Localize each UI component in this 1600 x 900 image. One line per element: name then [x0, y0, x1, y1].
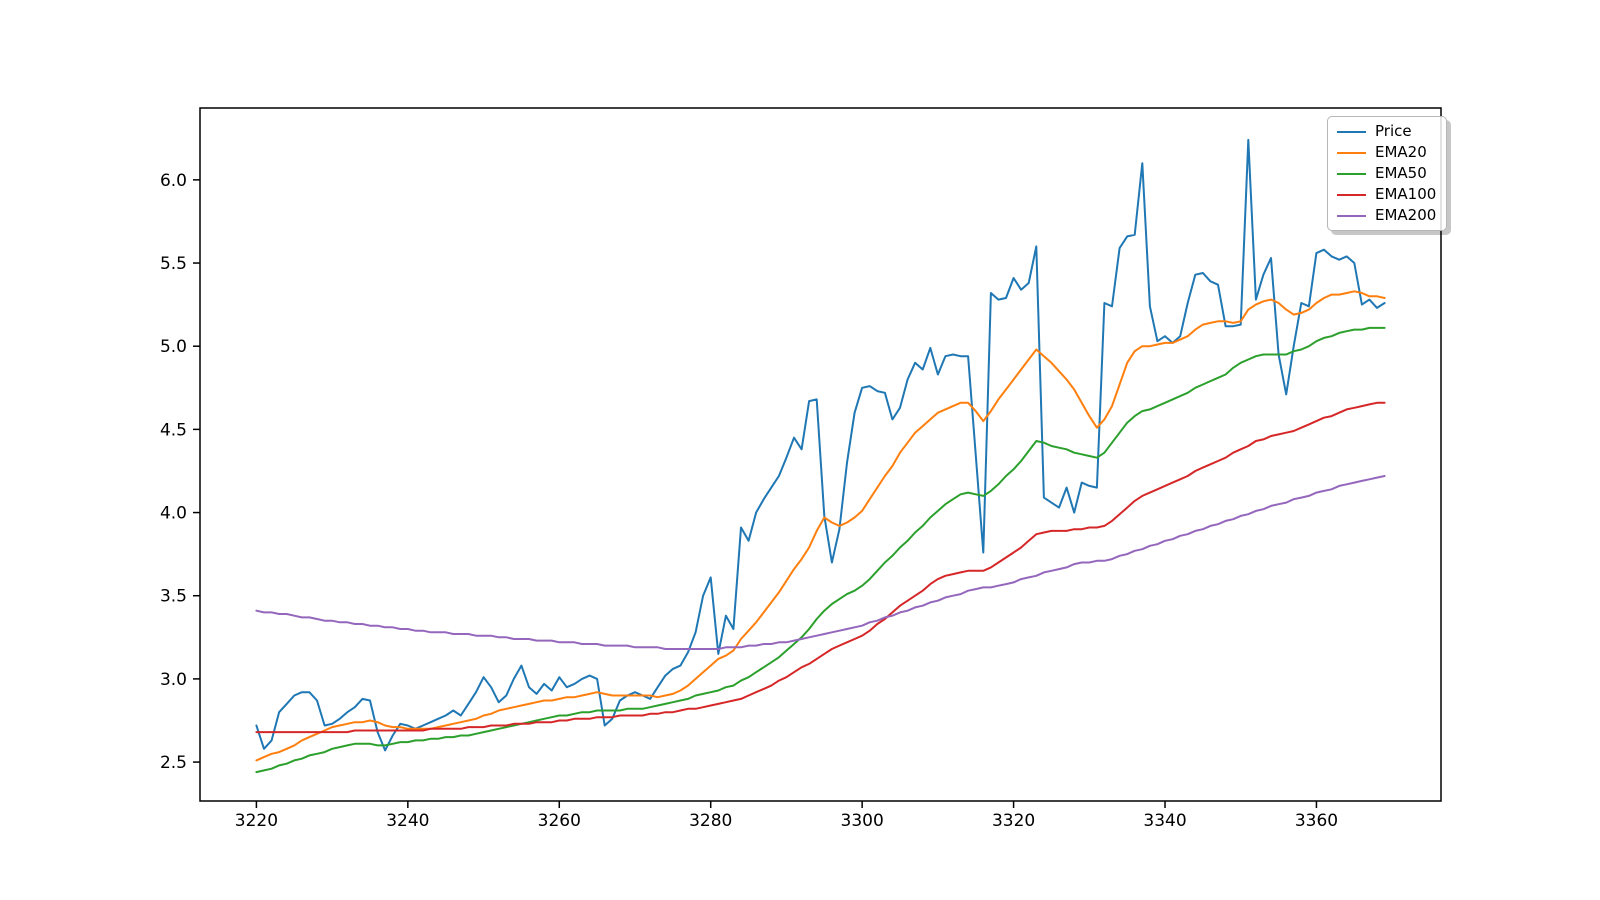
- legend-label-ema50: EMA50: [1375, 164, 1427, 182]
- ema100-line: [255, 401, 1386, 734]
- x-tick-label: 3320: [992, 811, 1035, 831]
- legend: Price EMA20 EMA50 EMA100 EMA200: [1327, 116, 1448, 231]
- legend-label-price: Price: [1375, 122, 1412, 140]
- x-tick-label: 3340: [1143, 811, 1186, 831]
- legend-line-price: [1337, 130, 1366, 133]
- legend-line-ema200: [1337, 214, 1366, 217]
- legend-entry-ema200: EMA200: [1337, 205, 1436, 226]
- x-tick-label: 3240: [386, 811, 429, 831]
- y-tick-label: 4.0: [160, 504, 187, 524]
- legend-entry-ema20: EMA20: [1337, 142, 1436, 163]
- y-tick-label: 3.0: [160, 670, 187, 690]
- legend-label-ema20: EMA20: [1375, 143, 1427, 161]
- axes-frame: [199, 107, 1442, 802]
- x-tick-label: 3300: [841, 811, 884, 831]
- ema200-line: [255, 475, 1386, 650]
- x-tick-label: 3260: [538, 811, 581, 831]
- y-tick-label: 4.5: [160, 420, 187, 440]
- ema20-line: [255, 290, 1386, 762]
- price-line: [255, 138, 1386, 752]
- y-tick-label: 5.0: [160, 337, 187, 357]
- x-tick-label: 3360: [1295, 811, 1338, 831]
- y-tick-label: 3.5: [160, 587, 187, 607]
- y-tick-label: 2.5: [160, 753, 187, 773]
- legend-entry-price: Price: [1337, 121, 1436, 142]
- legend-entry-ema100: EMA100: [1337, 184, 1436, 205]
- x-tick-label: 3280: [689, 811, 732, 831]
- y-tick-label: 6.0: [160, 171, 187, 191]
- y-tick-label: 5.5: [160, 254, 187, 274]
- legend-line-ema100: [1337, 193, 1366, 196]
- legend-entry-ema50: EMA50: [1337, 163, 1436, 184]
- legend-label-ema100: EMA100: [1375, 185, 1437, 203]
- legend-label-ema200: EMA200: [1375, 206, 1437, 224]
- x-tick-label: 3220: [235, 811, 278, 831]
- ema50-line: [255, 326, 1386, 774]
- legend-line-ema20: [1337, 151, 1366, 154]
- legend-line-ema50: [1337, 172, 1366, 175]
